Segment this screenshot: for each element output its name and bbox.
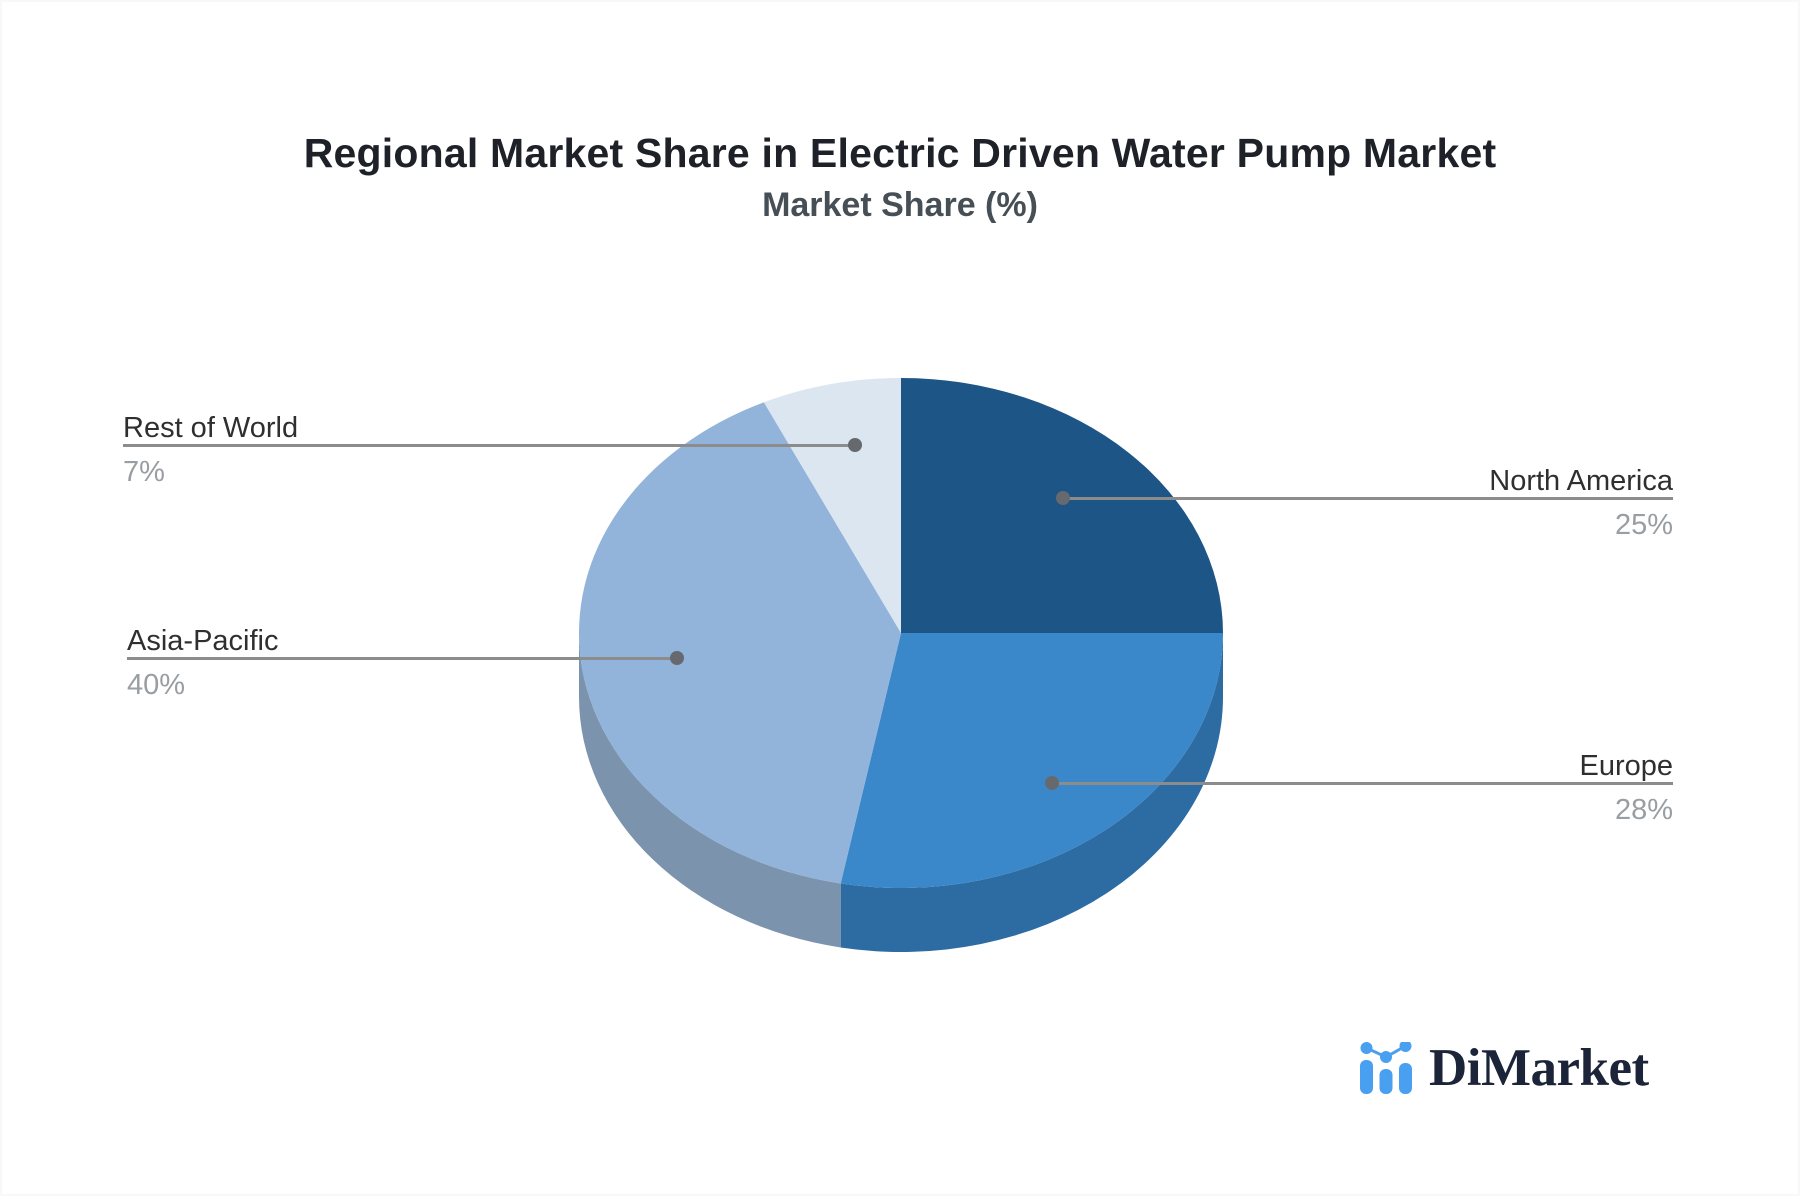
- pie-side-europe: [840, 633, 1223, 953]
- bar-chart-trend-icon: [1360, 1042, 1412, 1094]
- slice-label: Europe: [1579, 750, 1673, 782]
- chart-subtitle: Market Share (%): [762, 186, 1038, 224]
- slice-value: 25%: [1614, 509, 1673, 541]
- callout-north-america: North America 25%: [1056, 463, 1673, 553]
- slice-label: Rest of World: [123, 412, 299, 444]
- pie-side-asia-pacific: [579, 633, 841, 948]
- leader-dot: [670, 651, 684, 665]
- chart-title: Regional Market Share in Electric Driven…: [303, 130, 1497, 176]
- leader-line: [1063, 497, 1673, 500]
- slice-value: 28%: [1614, 794, 1673, 826]
- leader-dot: [1045, 776, 1059, 790]
- callout-europe: Europe 28%: [1045, 748, 1673, 838]
- pie-slice-rest-of-world: [763, 378, 901, 633]
- slice-value: 40%: [127, 669, 186, 701]
- leader-line: [1052, 782, 1673, 785]
- slice-label: Asia-Pacific: [127, 625, 279, 657]
- pie-slice-north-america: [901, 378, 1223, 633]
- leader-dot: [1056, 491, 1070, 505]
- logo: DiMarket: [1360, 1036, 1649, 1097]
- callout-asia-pacific: Asia-Pacific 40%: [127, 623, 684, 713]
- callout-rest-of-world: Rest of World 7%: [123, 410, 862, 500]
- leader-line: [123, 444, 855, 447]
- pie-slice-europe: [840, 633, 1223, 889]
- slice-label: North America: [1489, 465, 1673, 497]
- leader-line: [127, 657, 677, 660]
- slice-value: 7%: [123, 456, 165, 488]
- logo-text: DiMarket: [1429, 1039, 1649, 1097]
- leader-dot: [848, 438, 862, 452]
- pie-slice-asia-pacific: [578, 402, 901, 884]
